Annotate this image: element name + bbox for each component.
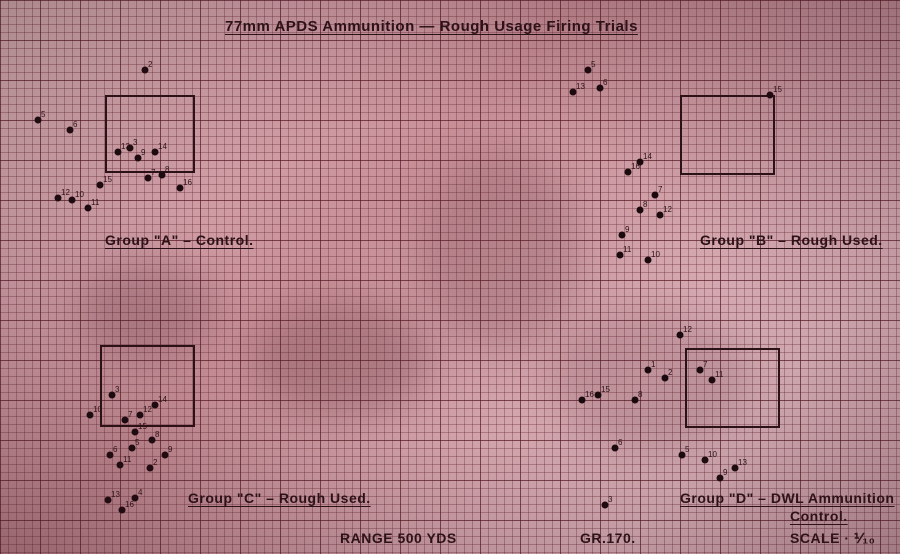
shot-label: 12 <box>663 205 672 214</box>
shot-label: 13 <box>121 142 130 151</box>
paper-blotch <box>420 150 580 350</box>
shot-label: 6 <box>113 445 117 454</box>
shot-label: 15 <box>601 385 610 394</box>
shot-label: 14 <box>158 395 167 404</box>
shot-label: 11 <box>91 198 99 207</box>
shot-label: 11 <box>123 455 131 464</box>
shot-label: 5 <box>41 110 45 119</box>
shot-label: 7 <box>128 410 132 419</box>
shot-label: 11 <box>623 245 631 254</box>
shot-label: 6 <box>618 438 622 447</box>
shot-label: 10 <box>93 405 102 414</box>
shot-label: 2 <box>668 368 672 377</box>
shot-label: 16 <box>183 178 192 187</box>
group-label-d: Group "D" – DWL Ammunition <box>680 490 894 506</box>
shot-label: 16 <box>631 162 640 171</box>
sheet-code-label: GR.170. <box>580 530 636 546</box>
shot-label: 5 <box>685 445 689 454</box>
shot-label: 12 <box>61 188 70 197</box>
shot-label: 12 <box>683 325 692 334</box>
group-label-c: Group "C" – Rough Used. <box>188 490 371 506</box>
shot-label: 9 <box>723 468 727 477</box>
chart-title: 77mm APDS Ammunition — Rough Usage Firin… <box>225 18 638 35</box>
shot-label: 9 <box>141 148 145 157</box>
shot-label: 6 <box>603 78 607 87</box>
shot-label: 2 <box>153 458 157 467</box>
chart-stage: Group "A" – Control.23567891011121314151… <box>0 0 900 554</box>
shot-label: 13 <box>738 458 747 467</box>
shot-label: 13 <box>576 82 585 91</box>
shot-label: 6 <box>73 120 77 129</box>
shot-label: 10 <box>708 450 717 459</box>
shot-label: 16 <box>125 500 134 509</box>
shot-label: 8 <box>643 200 647 209</box>
shot-label: 12 <box>143 405 152 414</box>
shot-label: 10 <box>651 250 660 259</box>
shot-label: 9 <box>168 445 172 454</box>
shot-label: 9 <box>625 225 629 234</box>
shot-label: 14 <box>643 152 652 161</box>
group-label-b: Group "B" – Rough Used. <box>700 232 883 248</box>
shot-label: 13 <box>111 490 120 499</box>
shot-label: 7 <box>703 360 707 369</box>
scale-label: SCALE · ⅟₁₀ <box>790 530 875 547</box>
shot-label: 2 <box>148 60 152 69</box>
shot-label: 16 <box>585 390 594 399</box>
shot-label: 5 <box>591 60 595 69</box>
shot-label: 10 <box>75 190 84 199</box>
shot-label: 1 <box>651 360 655 369</box>
shot-label: 15 <box>103 175 112 184</box>
shot-label: 15 <box>138 422 147 431</box>
shot-label: 5 <box>135 438 139 447</box>
shot-label: 3 <box>115 385 119 394</box>
range-label: RANGE 500 YDS <box>340 530 457 546</box>
target-box-d <box>685 348 780 428</box>
shot-label: 15 <box>773 85 782 94</box>
shot-label: 3 <box>608 495 612 504</box>
group-label-a: Group "A" – Control. <box>105 232 254 248</box>
target-box-b <box>680 95 775 175</box>
paper-blotch <box>250 300 430 420</box>
target-box-a <box>105 95 195 173</box>
group-label2-d: Control. <box>790 508 848 524</box>
shot-label: 7 <box>658 185 662 194</box>
shot-label: 8 <box>638 390 642 399</box>
shot-label: 8 <box>155 430 159 439</box>
shot-label: 3 <box>133 138 137 147</box>
shot-label: 4 <box>138 488 142 497</box>
shot-label: 8 <box>165 165 169 174</box>
shot-label: 11 <box>715 370 723 379</box>
shot-label: 7 <box>151 168 155 177</box>
shot-label: 14 <box>158 142 167 151</box>
